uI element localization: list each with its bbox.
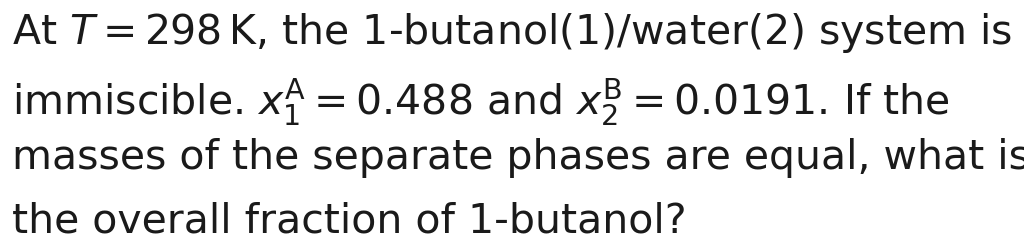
Text: immiscible. $x_1^{\mathrm{A}} = 0.488$ and $x_2^{\mathrm{B}} = 0.0191$. If the: immiscible. $x_1^{\mathrm{A}} = 0.488$ a… [12,76,950,128]
Text: the overall fraction of 1-butanol?: the overall fraction of 1-butanol? [12,202,687,242]
Text: At $T = 298\,\mathrm{K}$, the 1-butanol(1)/water(2) system is: At $T = 298\,\mathrm{K}$, the 1-butanol(… [12,11,1013,55]
Text: masses of the separate phases are equal, what is: masses of the separate phases are equal,… [12,138,1024,178]
